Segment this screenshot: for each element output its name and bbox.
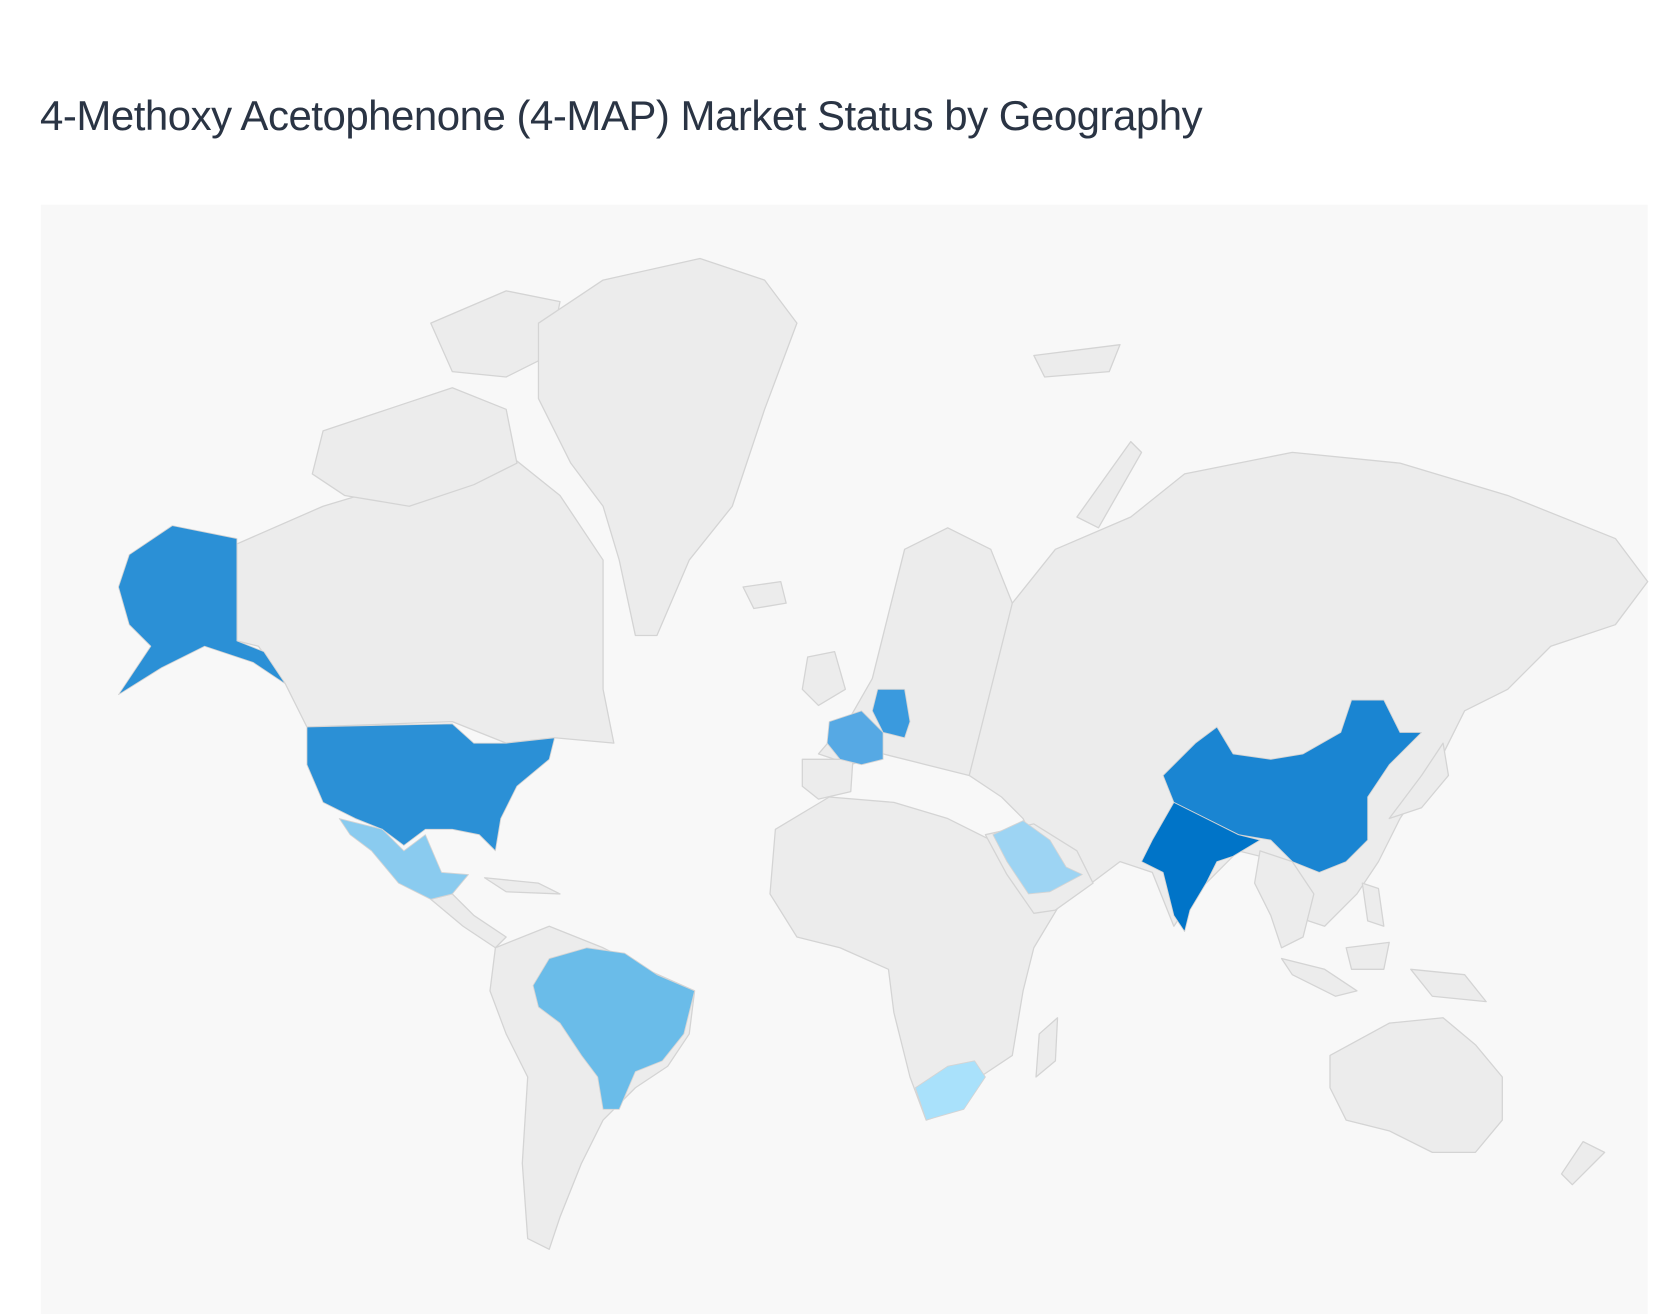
caribbean[interactable] bbox=[483, 877, 561, 895]
country-saudi-arabia[interactable] bbox=[992, 820, 1083, 895]
new-zealand[interactable] bbox=[1560, 1140, 1606, 1186]
arctic-islands[interactable] bbox=[311, 387, 518, 507]
iceland[interactable] bbox=[742, 580, 787, 610]
japan[interactable] bbox=[1388, 742, 1450, 820]
country-germany[interactable] bbox=[871, 688, 911, 739]
country-usa-alaska[interactable] bbox=[118, 525, 286, 696]
australia[interactable] bbox=[1329, 1017, 1503, 1154]
indonesia[interactable] bbox=[1280, 941, 1487, 1003]
southeast-asia[interactable] bbox=[1253, 850, 1315, 949]
country-france[interactable] bbox=[826, 710, 884, 766]
highlighted-countries bbox=[118, 525, 1422, 1121]
russian-arctic-islands[interactable] bbox=[1033, 344, 1121, 378]
greenland[interactable] bbox=[537, 257, 798, 637]
novaya-zemlya[interactable] bbox=[1076, 440, 1143, 529]
asia[interactable] bbox=[968, 451, 1649, 927]
country-india[interactable] bbox=[1141, 801, 1261, 933]
country-south-africa[interactable] bbox=[914, 1060, 986, 1121]
africa[interactable] bbox=[769, 796, 1067, 1121]
philippines[interactable] bbox=[1361, 882, 1385, 927]
country-usa[interactable] bbox=[306, 723, 556, 852]
madagascar[interactable] bbox=[1035, 1017, 1059, 1078]
country-mexico[interactable] bbox=[338, 818, 469, 900]
page-title: 4-Methoxy Acetophenone (4-MAP) Market St… bbox=[40, 92, 1203, 139]
uk[interactable] bbox=[801, 650, 847, 707]
country-brazil[interactable] bbox=[532, 947, 696, 1110]
